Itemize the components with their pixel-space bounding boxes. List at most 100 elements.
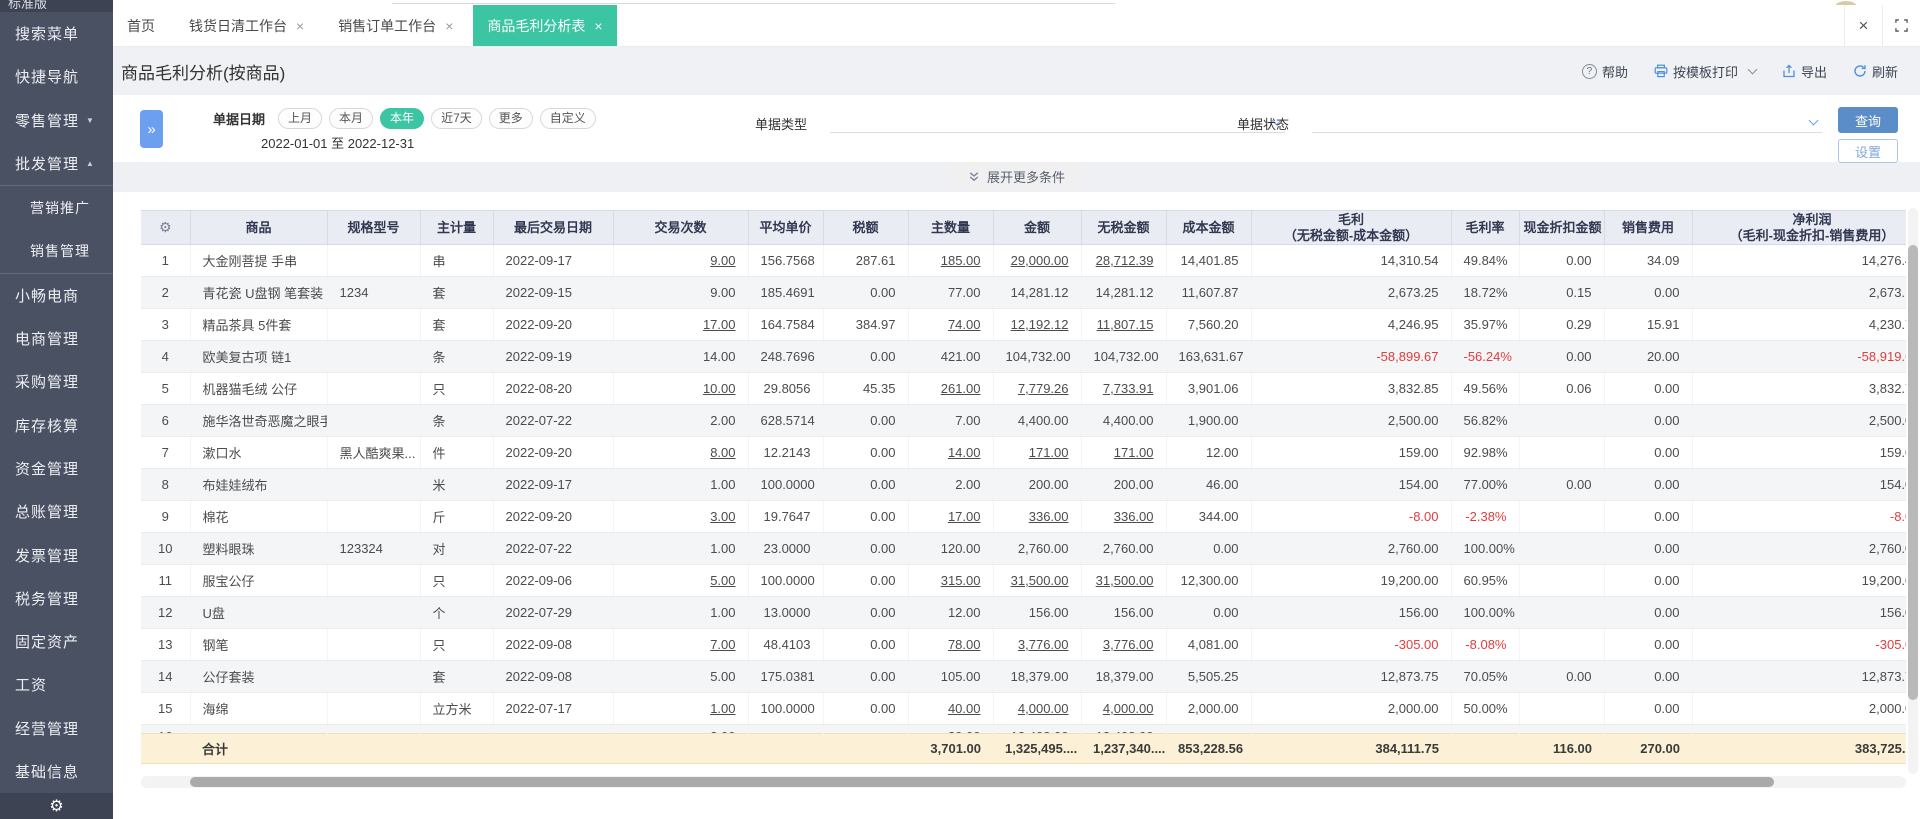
cell[interactable]: 336.00 <box>1081 500 1167 533</box>
cell[interactable]: 78.00 <box>908 628 994 661</box>
cell[interactable]: 29,000.00 <box>993 244 1082 277</box>
tab[interactable]: 钱货日清工作台 × <box>175 5 318 46</box>
cell[interactable]: 185.00 <box>908 244 994 277</box>
sidebar-item[interactable]: 电商管理 <box>0 317 113 360</box>
cell[interactable]: 17.00 <box>613 308 749 341</box>
settings-gear-icon[interactable]: ⚙ <box>49 798 64 815</box>
sidebar-item[interactable]: 工资 <box>0 663 113 706</box>
expand-more-button[interactable]: 展开更多条件 <box>950 162 1082 191</box>
sidebar-item[interactable]: 经营管理 <box>0 707 113 750</box>
column-header[interactable]: 净利润 （毛利-现金折扣-销售费用） <box>1692 210 1906 245</box>
cell[interactable]: 261.00 <box>908 372 994 405</box>
tab[interactable]: 销售订单工作台 × <box>324 5 467 46</box>
cell[interactable]: 12,192.12 <box>993 308 1082 341</box>
column-header[interactable]: 规格型号 <box>327 210 421 245</box>
date-range-value[interactable]: 2022-01-01 至 2022-12-31 <box>261 136 415 151</box>
doc-type-select[interactable] <box>830 113 1286 133</box>
date-preset-pill[interactable]: 自定义 <box>539 108 596 129</box>
column-header[interactable]: 成本金额 <box>1166 210 1252 245</box>
sidebar-item[interactable]: 零售管理 ▼ <box>0 99 113 142</box>
sidebar-item[interactable]: 税务管理 <box>0 577 113 620</box>
cell[interactable]: 7.00 <box>613 628 749 661</box>
close-window-button[interactable]: × <box>1844 5 1882 46</box>
scrollbar-thumb[interactable] <box>190 777 1774 787</box>
collapse-filter-button[interactable]: » <box>140 110 163 148</box>
column-header[interactable]: 主数量 <box>908 210 994 245</box>
sidebar-item[interactable]: 库存核算 <box>0 404 113 447</box>
column-header[interactable]: 最后交易日期 <box>493 210 614 245</box>
cell[interactable]: 3,776.00 <box>1081 628 1167 661</box>
column-header[interactable]: 毛利 （无税金额-成本金额） <box>1251 210 1452 245</box>
cell[interactable]: 3.00 <box>613 500 749 533</box>
sidebar-item[interactable]: 小畅电商 <box>0 274 113 317</box>
cell[interactable]: 171.00 <box>1081 436 1167 469</box>
sidebar-item[interactable]: 采购管理 <box>0 360 113 403</box>
scrollbar-thumb[interactable] <box>1908 245 1918 700</box>
cell[interactable]: 5.00 <box>613 564 749 597</box>
date-preset-pill[interactable]: 更多 <box>488 108 533 129</box>
tab[interactable]: 首页 <box>113 5 169 46</box>
column-header[interactable]: 商品 <box>190 210 328 245</box>
help-button[interactable]: ? 帮助 <box>1581 62 1628 81</box>
sidebar-item[interactable]: 营销推广 <box>0 185 113 229</box>
column-header[interactable]: 主计量 <box>420 210 494 245</box>
sidebar-item[interactable]: 固定资产 <box>0 620 113 663</box>
close-tab-icon[interactable]: × <box>296 17 305 34</box>
cell[interactable]: 1.00 <box>613 692 749 725</box>
cell[interactable]: 10.00 <box>613 372 749 405</box>
date-preset-pill[interactable]: 本年 <box>380 108 425 129</box>
print-button[interactable]: 按模板打印 <box>1654 62 1758 81</box>
horizontal-scrollbar[interactable] <box>141 776 1906 788</box>
column-settings-button[interactable]: ⚙ <box>141 210 191 245</box>
settings-button[interactable]: 设置 <box>1838 139 1898 163</box>
sidebar-item[interactable]: 快捷导航 <box>0 55 113 98</box>
cell: 1.00 <box>613 596 749 629</box>
tab[interactable]: 商品毛利分析表 × <box>473 5 617 46</box>
cell[interactable]: 8.00 <box>613 436 749 469</box>
cell[interactable]: 31,500.00 <box>993 564 1082 597</box>
refresh-button[interactable]: 刷新 <box>1853 62 1898 81</box>
date-preset-pill[interactable]: 本月 <box>329 108 374 129</box>
cell[interactable]: 40.00 <box>908 692 994 725</box>
sidebar-item[interactable]: 批发管理 ▲ <box>0 142 113 185</box>
close-tab-icon[interactable]: × <box>594 17 603 34</box>
cell[interactable]: 315.00 <box>908 564 994 597</box>
column-header[interactable]: 无税金额 <box>1081 210 1167 245</box>
column-header[interactable]: 金额 <box>993 210 1082 245</box>
close-tab-icon[interactable]: × <box>445 17 454 34</box>
column-header[interactable]: 销售费用 <box>1604 210 1693 245</box>
sidebar-item[interactable]: 资金管理 <box>0 447 113 490</box>
cell[interactable]: 74.00 <box>908 308 994 341</box>
sidebar-item[interactable]: 销售管理 <box>0 229 113 274</box>
cell[interactable]: 11,807.15 <box>1081 308 1167 341</box>
cell[interactable]: 28,712.39 <box>1081 244 1167 277</box>
export-button[interactable]: 导出 <box>1782 62 1827 81</box>
sidebar-item[interactable]: 发票管理 <box>0 533 113 576</box>
cell[interactable]: 14.00 <box>908 436 994 469</box>
cell[interactable]: 7,779.26 <box>993 372 1082 405</box>
column-header[interactable]: 平均单价 <box>748 210 824 245</box>
column-header[interactable]: 毛利率 <box>1451 210 1520 245</box>
cell[interactable]: 336.00 <box>993 500 1082 533</box>
cell[interactable]: 171.00 <box>993 436 1082 469</box>
cell[interactable]: 4,000.00 <box>993 692 1082 725</box>
query-button[interactable]: 查询 <box>1838 107 1898 133</box>
sidebar-item[interactable]: 总账管理 <box>0 490 113 533</box>
cell[interactable]: 7,733.91 <box>1081 372 1167 405</box>
fullscreen-button[interactable] <box>1882 5 1920 46</box>
doc-status-select[interactable] <box>1312 113 1823 133</box>
cell[interactable]: 31,500.00 <box>1081 564 1167 597</box>
cell[interactable]: 4,000.00 <box>1081 692 1167 725</box>
sidebar-item[interactable]: 基础信息 <box>0 750 113 793</box>
date-preset-pill[interactable]: 上月 <box>278 108 323 129</box>
column-header[interactable]: 现金折扣金额 <box>1519 210 1605 245</box>
chevron-down-icon[interactable] <box>1747 64 1758 74</box>
cell[interactable]: 9.00 <box>613 244 749 277</box>
vertical-scrollbar[interactable] <box>1908 208 1918 774</box>
column-header[interactable]: 交易次数 <box>613 210 749 245</box>
date-preset-pill[interactable]: 近7天 <box>431 108 482 129</box>
sidebar-item[interactable]: 搜索菜单 <box>0 12 113 55</box>
cell[interactable]: 17.00 <box>908 500 994 533</box>
cell[interactable]: 3,776.00 <box>993 628 1082 661</box>
column-header[interactable]: 税额 <box>823 210 909 245</box>
